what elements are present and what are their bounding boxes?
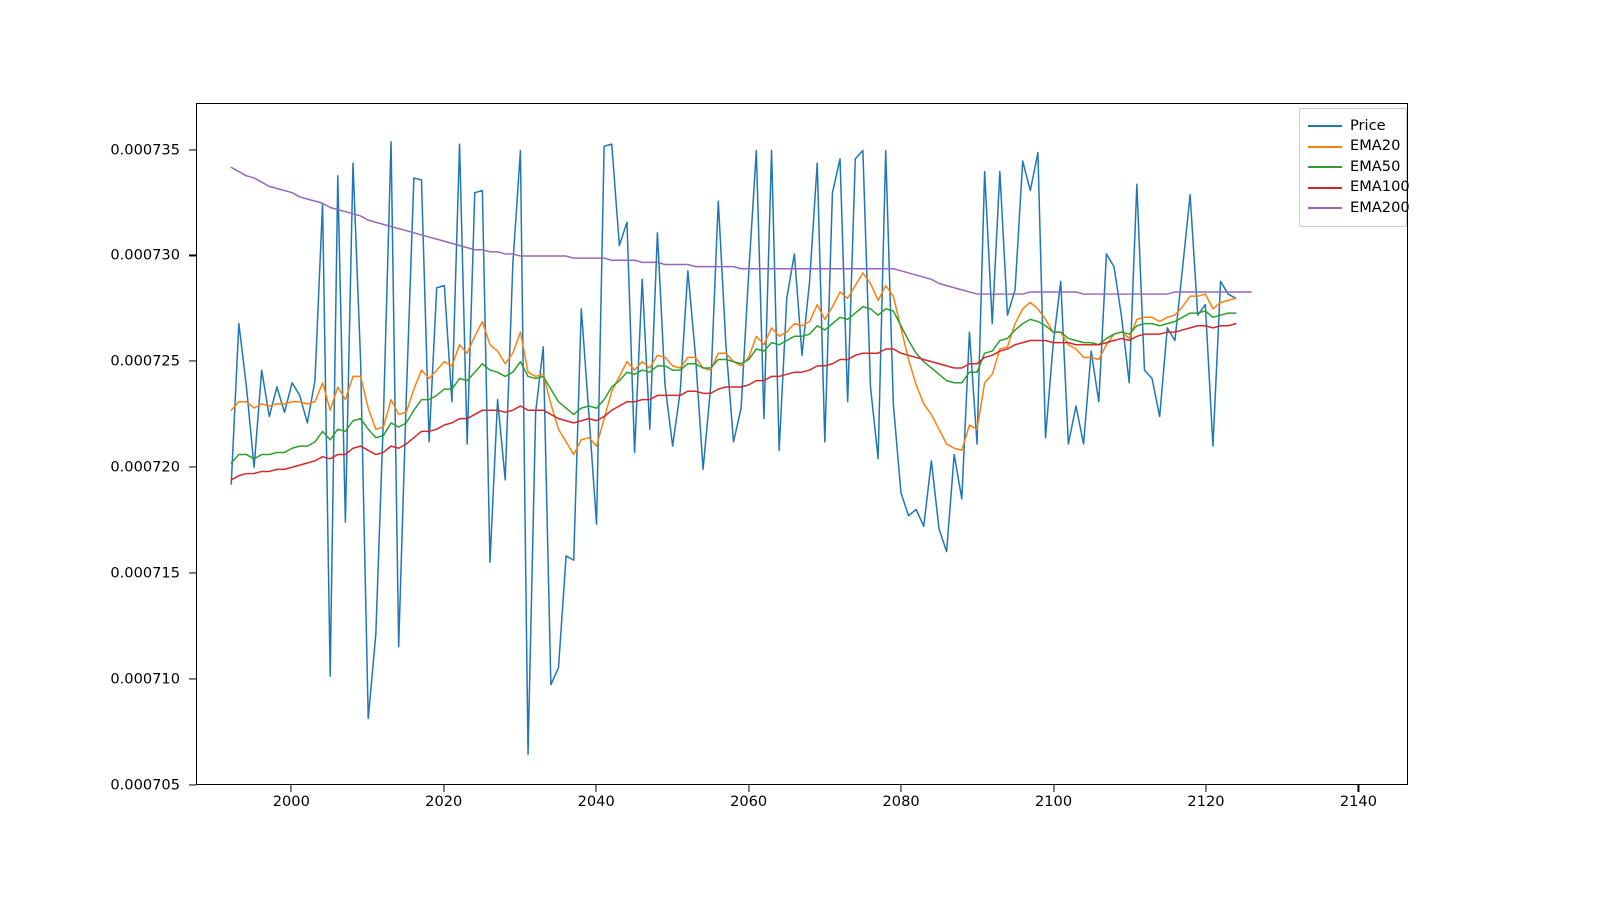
legend-item-ema50[interactable]: EMA50 — [1308, 157, 1401, 178]
legend-label: EMA100 — [1350, 178, 1410, 196]
y-axis-tick-label: 0.000735 — [110, 141, 180, 159]
series-line-ema100 — [230, 322, 1237, 481]
x-axis-tick-mark — [1205, 785, 1207, 792]
x-axis-tick-mark — [443, 785, 445, 792]
legend-label: EMA50 — [1350, 157, 1401, 175]
x-axis-tick-mark — [595, 785, 597, 792]
series-lines — [230, 141, 1252, 756]
y-axis-tick-labels: 0.000705 0.000710 0.000715 0.000720 0.000725… — [0, 0, 180, 900]
x-axis-tick-label: 2000 — [272, 793, 310, 810]
legend-item-ema20[interactable]: EMA20 — [1308, 137, 1401, 158]
x-axis-tick-mark — [748, 785, 750, 792]
x-axis-tick-label: 2120 — [1187, 793, 1225, 810]
legend-swatch-ema50-icon — [1308, 166, 1342, 169]
plot-area — [196, 103, 1408, 785]
legend-label: EMA20 — [1350, 137, 1401, 155]
y-axis-tick-label: 0.000705 — [110, 776, 180, 794]
x-axis-tick-label: 2140 — [1339, 793, 1378, 810]
x-axis-tick-label: 2020 — [425, 793, 463, 810]
y-axis-tick-mark — [189, 254, 196, 257]
x-axis-tick-mark — [290, 785, 292, 792]
series-line-ema200 — [230, 166, 1252, 295]
legend-swatch-ema100-icon — [1308, 186, 1342, 189]
y-axis-tick-mark — [189, 572, 196, 574]
x-axis-tick-label: 2080 — [882, 793, 920, 810]
x-axis-tick-label: 2060 — [730, 793, 768, 810]
y-axis-tick-label: 0.000730 — [110, 246, 180, 264]
legend-label: Price — [1350, 116, 1386, 134]
legend-label: EMA200 — [1350, 198, 1410, 216]
y-axis-tick-label: 0.000725 — [110, 352, 180, 370]
x-axis-tick-label: 2040 — [577, 793, 615, 810]
x-axis-tick-mark — [900, 785, 902, 792]
legend-swatch-ema20-icon — [1308, 145, 1342, 148]
x-axis-tick-label: 2100 — [1034, 793, 1073, 810]
y-axis-tick-label: 0.000710 — [110, 670, 180, 688]
chart-legend: Price EMA20 EMA50 EMA100 EMA200 — [1299, 108, 1410, 227]
y-axis-tick-mark — [189, 784, 196, 786]
series-line-ema50 — [230, 305, 1237, 464]
legend-item-ema100[interactable]: EMA100 — [1308, 178, 1410, 199]
x-axis-tick-mark — [1053, 785, 1055, 792]
y-axis-tick-label: 0.000720 — [110, 458, 180, 476]
legend-swatch-ema200-icon — [1308, 207, 1342, 210]
legend-swatch-price-icon — [1308, 125, 1342, 128]
x-axis-tick-mark — [1357, 785, 1359, 792]
y-axis-tick-mark — [189, 678, 196, 680]
y-axis-tick-mark — [189, 466, 196, 468]
y-axis-tick-label: 0.000715 — [110, 564, 180, 582]
legend-item-ema200[interactable]: EMA200 — [1308, 198, 1410, 219]
y-axis-tick-mark — [189, 360, 196, 362]
series-line-price — [230, 141, 1237, 756]
legend-item-price[interactable]: Price — [1308, 116, 1398, 137]
y-axis-tick-mark — [189, 149, 196, 151]
